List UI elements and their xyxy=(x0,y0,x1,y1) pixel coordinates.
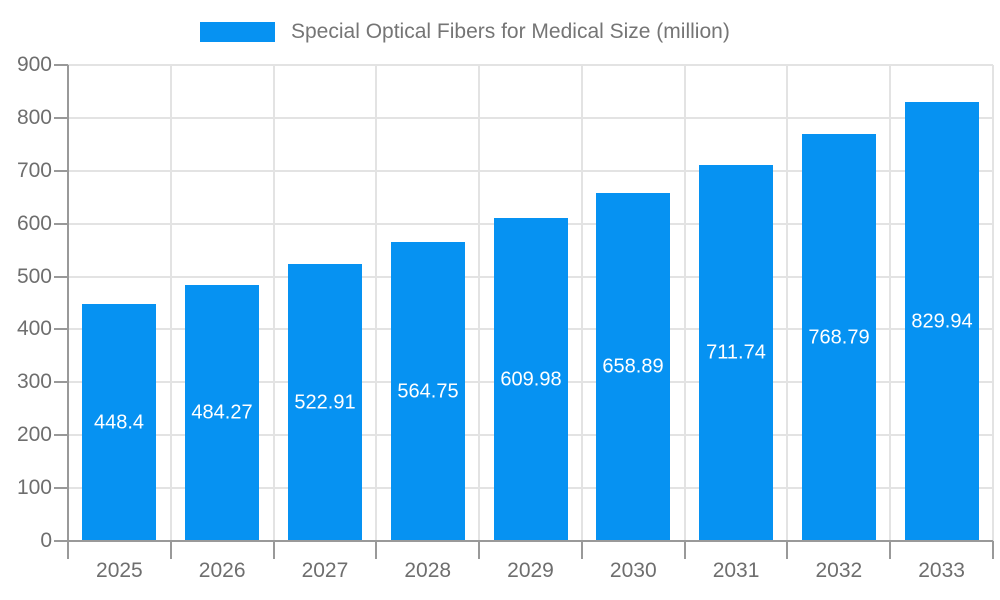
y-gridline xyxy=(68,64,993,66)
x-tick xyxy=(169,541,172,559)
y-axis-line xyxy=(67,65,69,541)
y-tick xyxy=(54,487,68,490)
y-tick xyxy=(54,540,68,542)
y-tick xyxy=(54,275,68,278)
legend-item[interactable]: Special Optical Fibers for Medical Size … xyxy=(200,18,730,46)
x-axis-label: 2028 xyxy=(404,559,452,582)
x-gridline xyxy=(272,65,275,541)
y-axis-label: 900 xyxy=(16,53,52,76)
legend-label: Special Optical Fibers for Medical Size … xyxy=(291,20,730,43)
x-tick xyxy=(683,541,686,559)
y-axis-label: 800 xyxy=(16,105,52,129)
y-axis-label: 100 xyxy=(16,476,52,500)
x-tick xyxy=(478,541,481,559)
plot-area: 448.4 484.27 522.91 564.75 609.98 658.89 711.7… xyxy=(54,64,994,559)
x-axis-label: 2025 xyxy=(96,559,143,582)
bar[interactable]: 768.79 xyxy=(802,134,876,541)
y-axis-label: 400 xyxy=(16,317,52,341)
x-tick xyxy=(992,541,994,559)
y-tick xyxy=(54,381,68,384)
bar-value-label: 564.75 xyxy=(397,380,459,402)
bar[interactable]: 484.27 xyxy=(185,285,259,541)
bar-value-label: 609.98 xyxy=(500,368,562,390)
bar[interactable]: 658.89 xyxy=(596,193,670,541)
legend-swatch-icon xyxy=(200,22,275,42)
y-axis-label: 500 xyxy=(16,264,52,288)
y-gridline xyxy=(68,116,993,119)
bar-value-label: 829.94 xyxy=(911,310,973,332)
x-axis-label: 2033 xyxy=(918,559,965,582)
y-axis-label: 200 xyxy=(16,423,52,447)
y-tick xyxy=(54,222,68,225)
x-gridline xyxy=(580,65,583,541)
bar[interactable]: 564.75 xyxy=(391,242,465,541)
x-axis-line xyxy=(67,540,993,542)
y-axis-label: 700 xyxy=(16,158,52,182)
x-tick xyxy=(786,541,789,559)
bar-value-label: 711.74 xyxy=(706,341,766,364)
x-tick xyxy=(272,541,275,559)
bar-value-label: 768.79 xyxy=(808,326,870,348)
bar[interactable]: 829.94 xyxy=(905,102,979,541)
x-gridline xyxy=(375,65,378,541)
y-tick xyxy=(54,169,68,172)
y-tick xyxy=(54,64,68,66)
y-tick xyxy=(54,328,68,331)
x-axis-label: 2032 xyxy=(815,559,863,582)
y-axis-label: 0 xyxy=(40,529,52,552)
x-gridline xyxy=(786,65,789,541)
bar-value-label: 448.4 xyxy=(93,411,145,433)
y-tick xyxy=(54,434,68,437)
x-axis-label: 2031 xyxy=(712,559,760,582)
y-tick xyxy=(54,116,68,119)
bar[interactable]: 609.98 xyxy=(494,218,568,541)
bar-value-label: 522.91 xyxy=(294,391,356,413)
bar[interactable]: 711.74 xyxy=(699,165,773,541)
x-tick xyxy=(580,541,583,559)
bar[interactable]: 522.91 xyxy=(288,264,362,541)
x-axis-label: 2026 xyxy=(198,559,246,582)
bar[interactable]: 448.4 xyxy=(82,304,156,541)
x-gridline xyxy=(478,65,481,541)
y-axis-label: 300 xyxy=(16,370,52,394)
x-axis-label: 2029 xyxy=(507,559,554,582)
x-axis-label: 2030 xyxy=(609,559,657,582)
x-axis-label: 2027 xyxy=(301,559,349,582)
y-axis-label: 600 xyxy=(16,211,52,235)
x-gridline xyxy=(992,65,994,541)
bar-value-label: 484.27 xyxy=(191,401,253,424)
x-tick xyxy=(67,541,69,559)
x-gridline xyxy=(889,65,892,541)
x-tick xyxy=(889,541,892,559)
x-tick xyxy=(375,541,378,559)
y-gridline xyxy=(68,169,993,172)
bar-value-label: 658.89 xyxy=(602,355,664,378)
x-gridline xyxy=(683,65,686,541)
x-gridline xyxy=(169,65,172,541)
